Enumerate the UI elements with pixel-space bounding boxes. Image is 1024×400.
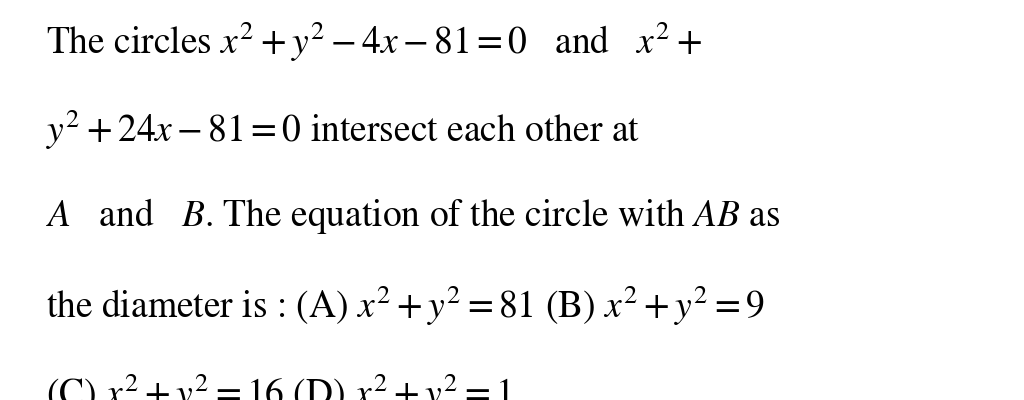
Text: the diameter is : (A) $x^2 + y^2 = 81$ (B) $x^2 + y^2 = 9$: the diameter is : (A) $x^2 + y^2 = 81$ (…	[46, 284, 765, 328]
Text: $y^2 + 24x - 81 = 0$ intersect each other at: $y^2 + 24x - 81 = 0$ intersect each othe…	[46, 108, 640, 152]
Text: The circles $x^2 + y^2 - 4x - 81 = 0$   and   $x^2 +$: The circles $x^2 + y^2 - 4x - 81 = 0$ an…	[46, 20, 701, 64]
Text: (C) $x^2 + y^2 = 16$ (D) $x^2 + y^2 = 1$: (C) $x^2 + y^2 = 16$ (D) $x^2 + y^2 = 1$	[46, 372, 512, 400]
Text: $A$   and   $B$. The equation of the circle with $AB$ as: $A$ and $B$. The equation of the circle …	[46, 196, 780, 236]
